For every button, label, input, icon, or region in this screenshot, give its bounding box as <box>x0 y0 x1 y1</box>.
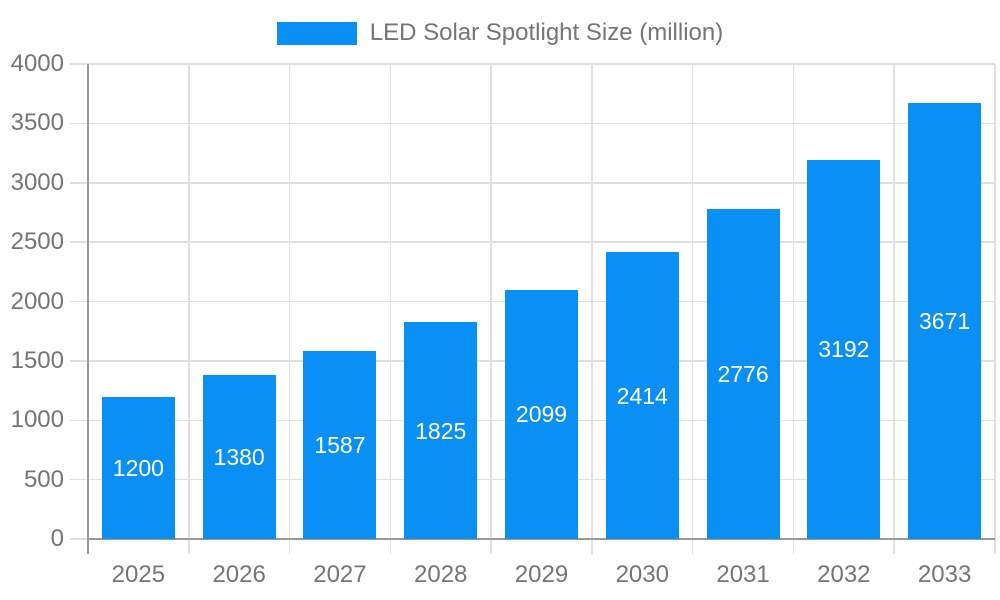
gridline-vertical <box>691 64 694 554</box>
y-axis-line <box>87 64 89 554</box>
bar[interactable] <box>202 375 276 539</box>
bar[interactable] <box>101 396 175 539</box>
y-axis-label: 500 <box>23 465 64 493</box>
bar-value-label: 1587 <box>314 431 366 458</box>
gridline-horizontal <box>70 63 995 65</box>
bar-value-label: 1825 <box>415 417 467 444</box>
y-axis-label: 0 <box>50 525 64 552</box>
legend-label: LED Solar Spotlight Size (million) <box>369 19 724 46</box>
x-axis-category-label: 2028 <box>414 561 468 588</box>
x-axis-line <box>88 538 995 540</box>
gridline-vertical <box>490 64 492 554</box>
bar[interactable] <box>706 209 780 539</box>
y-axis-label: 2500 <box>10 228 64 256</box>
gridline-vertical <box>994 64 996 554</box>
x-axis-category-label: 2027 <box>313 561 367 588</box>
bar-value-label: 1200 <box>112 454 164 481</box>
bar[interactable] <box>605 252 679 539</box>
gridline-vertical <box>288 64 291 554</box>
x-axis-category-label: 2026 <box>212 561 266 588</box>
gridline-horizontal <box>70 241 995 243</box>
y-axis-label: 1000 <box>10 406 64 434</box>
x-axis-category-label: 2033 <box>917 561 972 588</box>
x-axis-category-label: 2025 <box>111 561 166 588</box>
gridline-vertical <box>893 64 895 554</box>
y-axis-tick <box>70 538 88 540</box>
y-axis-label: 3500 <box>10 109 64 137</box>
bar-value-label: 2099 <box>515 401 568 428</box>
gridline-vertical <box>389 64 392 554</box>
bar-value-label: 1380 <box>213 444 265 471</box>
gridline-vertical <box>188 64 190 554</box>
bar-value-label: 3671 <box>919 308 971 335</box>
y-axis-label: 2000 <box>10 287 64 315</box>
x-axis-category-label: 2031 <box>716 561 770 588</box>
bar[interactable] <box>908 103 982 539</box>
legend[interactable]: LED Solar Spotlight Size (million) <box>0 19 1000 47</box>
legend-swatch <box>276 21 357 45</box>
y-axis-label: 1500 <box>10 346 64 374</box>
y-axis-label: 4000 <box>10 50 64 77</box>
x-axis-category-label: 2030 <box>615 561 669 588</box>
bar-value-label: 2414 <box>616 382 668 409</box>
gridline-vertical <box>591 64 593 554</box>
bar-value-label: 3192 <box>818 336 870 363</box>
x-axis-category-label: 2029 <box>514 561 569 588</box>
x-axis-category-label: 2032 <box>817 561 871 588</box>
gridline-vertical <box>792 64 795 554</box>
bar[interactable] <box>404 322 478 539</box>
y-axis-label: 3000 <box>10 168 64 196</box>
bar[interactable] <box>303 350 377 539</box>
bar[interactable] <box>505 289 578 539</box>
bar-value-label: 2776 <box>717 361 769 388</box>
gridline-horizontal <box>70 122 995 125</box>
gridline-horizontal <box>70 182 995 184</box>
bar[interactable] <box>807 159 881 539</box>
